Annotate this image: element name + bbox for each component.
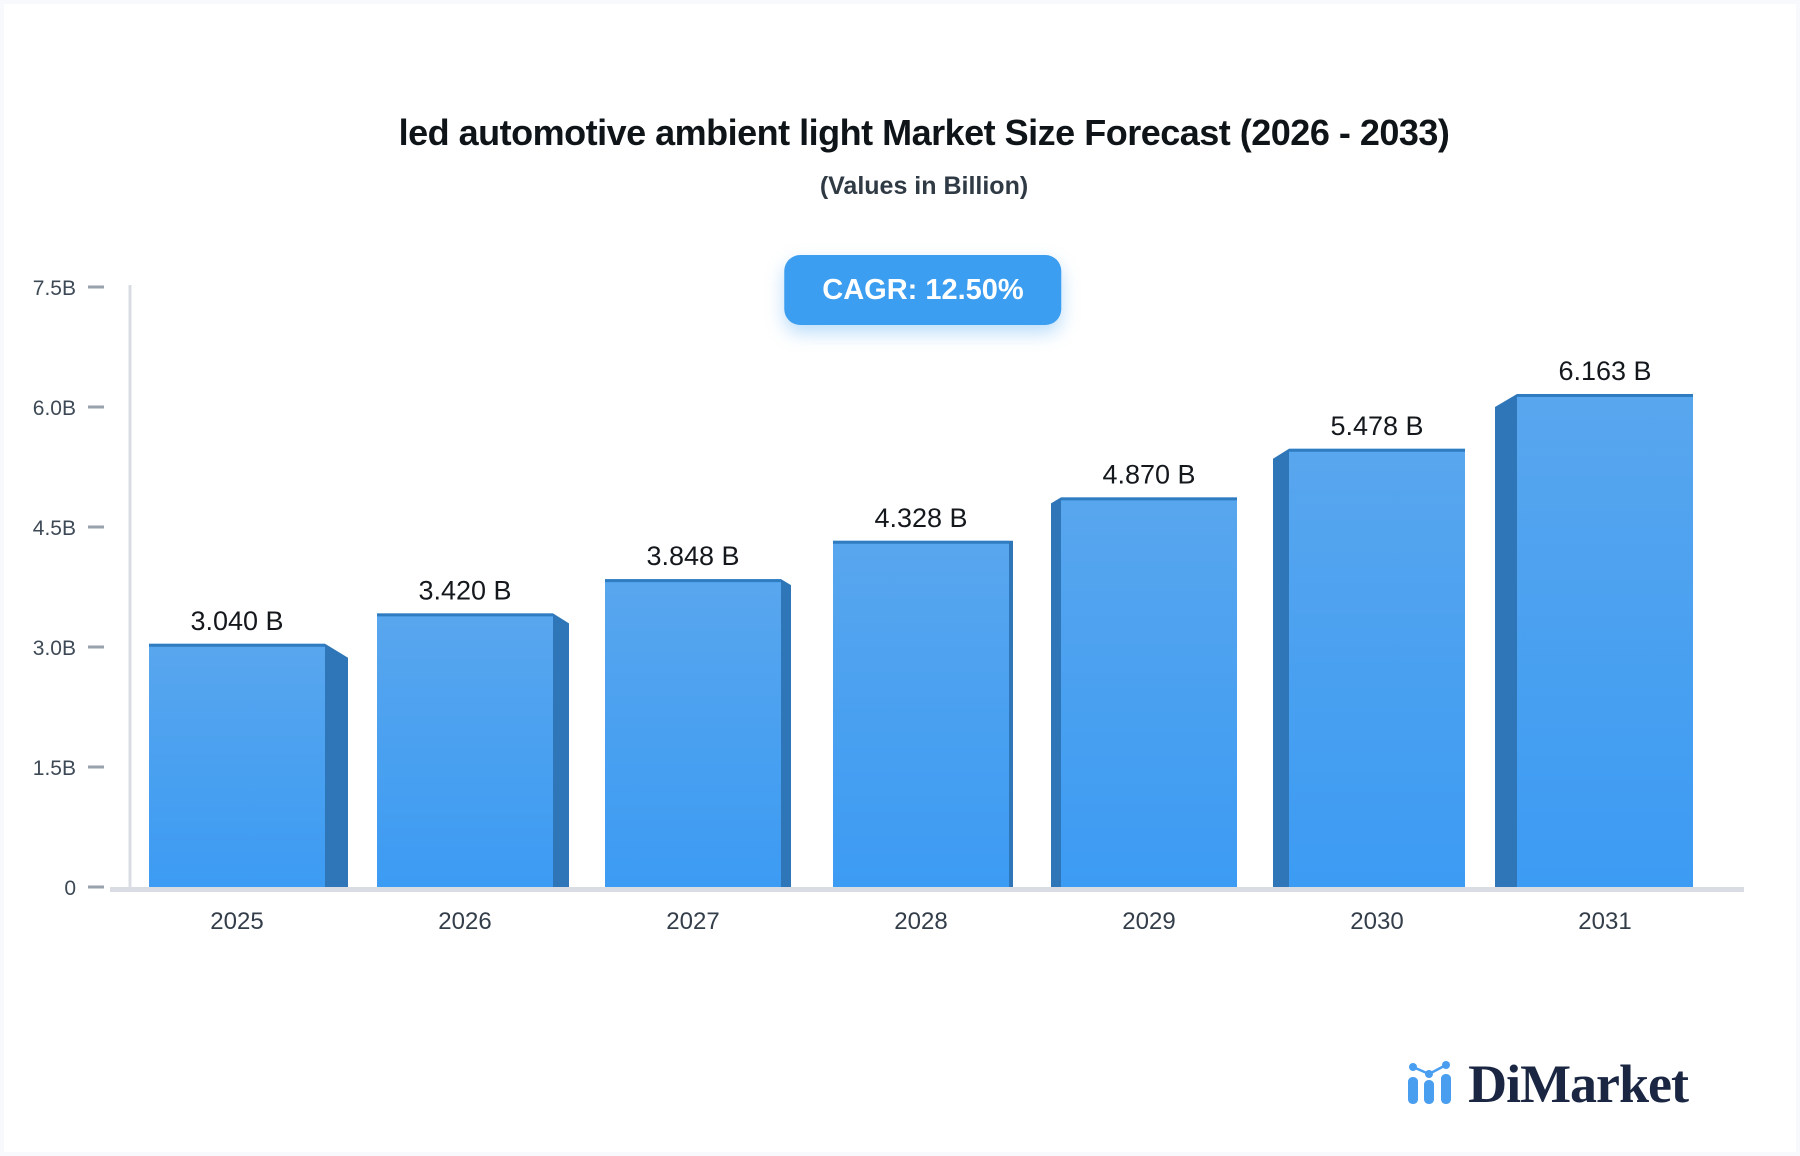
y-axis-tick-label: 1.5B [33,757,76,780]
brand-name: DiMarket [1468,1053,1689,1114]
bar-2029 [1061,497,1237,887]
x-axis-label: 2030 [1350,908,1403,935]
x-axis-label: 2031 [1578,908,1631,935]
x-axis-label: 2027 [666,908,719,935]
bar-side-face [1495,393,1517,887]
bar-2031 [1517,393,1693,887]
mini-bar-chart-icon [1408,1061,1452,1104]
bar-2028 [833,540,1009,887]
bar-side-face [1273,448,1289,887]
bar-2030 [1289,448,1465,887]
y-axis-tick-label: 6.0B [33,397,76,420]
x-axis-label: 2029 [1122,908,1175,935]
bar-value-label: 3.420 B [418,575,511,605]
bar-value-label: 4.870 B [1102,459,1195,489]
bar-2026 [377,613,553,887]
bar-value-label: 4.328 B [874,503,967,533]
cagr-badge: CAGR: 12.50% [784,255,1062,325]
bar-2025 [149,643,325,887]
bar-value-label: 3.848 B [646,541,739,571]
y-axis-tick-label: 0 [64,877,76,900]
bar-2027 [605,579,781,887]
bar-side-face [553,613,569,887]
bar-side-face [781,579,791,887]
chart-title: led automotive ambient light Market Size… [398,112,1450,153]
x-axis-label: 2026 [438,908,491,935]
brand-watermark: DiMarket [1405,1053,1689,1114]
y-axis-tick-label: 4.5B [33,517,76,540]
bar-side-face [325,643,348,887]
bar-side-face [1009,540,1013,887]
bar-value-label: 3.040 B [190,606,283,636]
x-axis-label: 2028 [894,908,947,935]
bar-value-label: 5.478 B [1330,411,1423,441]
y-axis-tick-label: 7.5B [33,277,76,300]
y-axis-tick-label: 3.0B [33,637,76,660]
bar-side-face [1051,497,1061,887]
x-axis-label: 2025 [210,908,263,935]
bar-value-label: 6.163 B [1558,356,1651,386]
chart-subtitle: (Values in Billion) [819,172,1029,200]
